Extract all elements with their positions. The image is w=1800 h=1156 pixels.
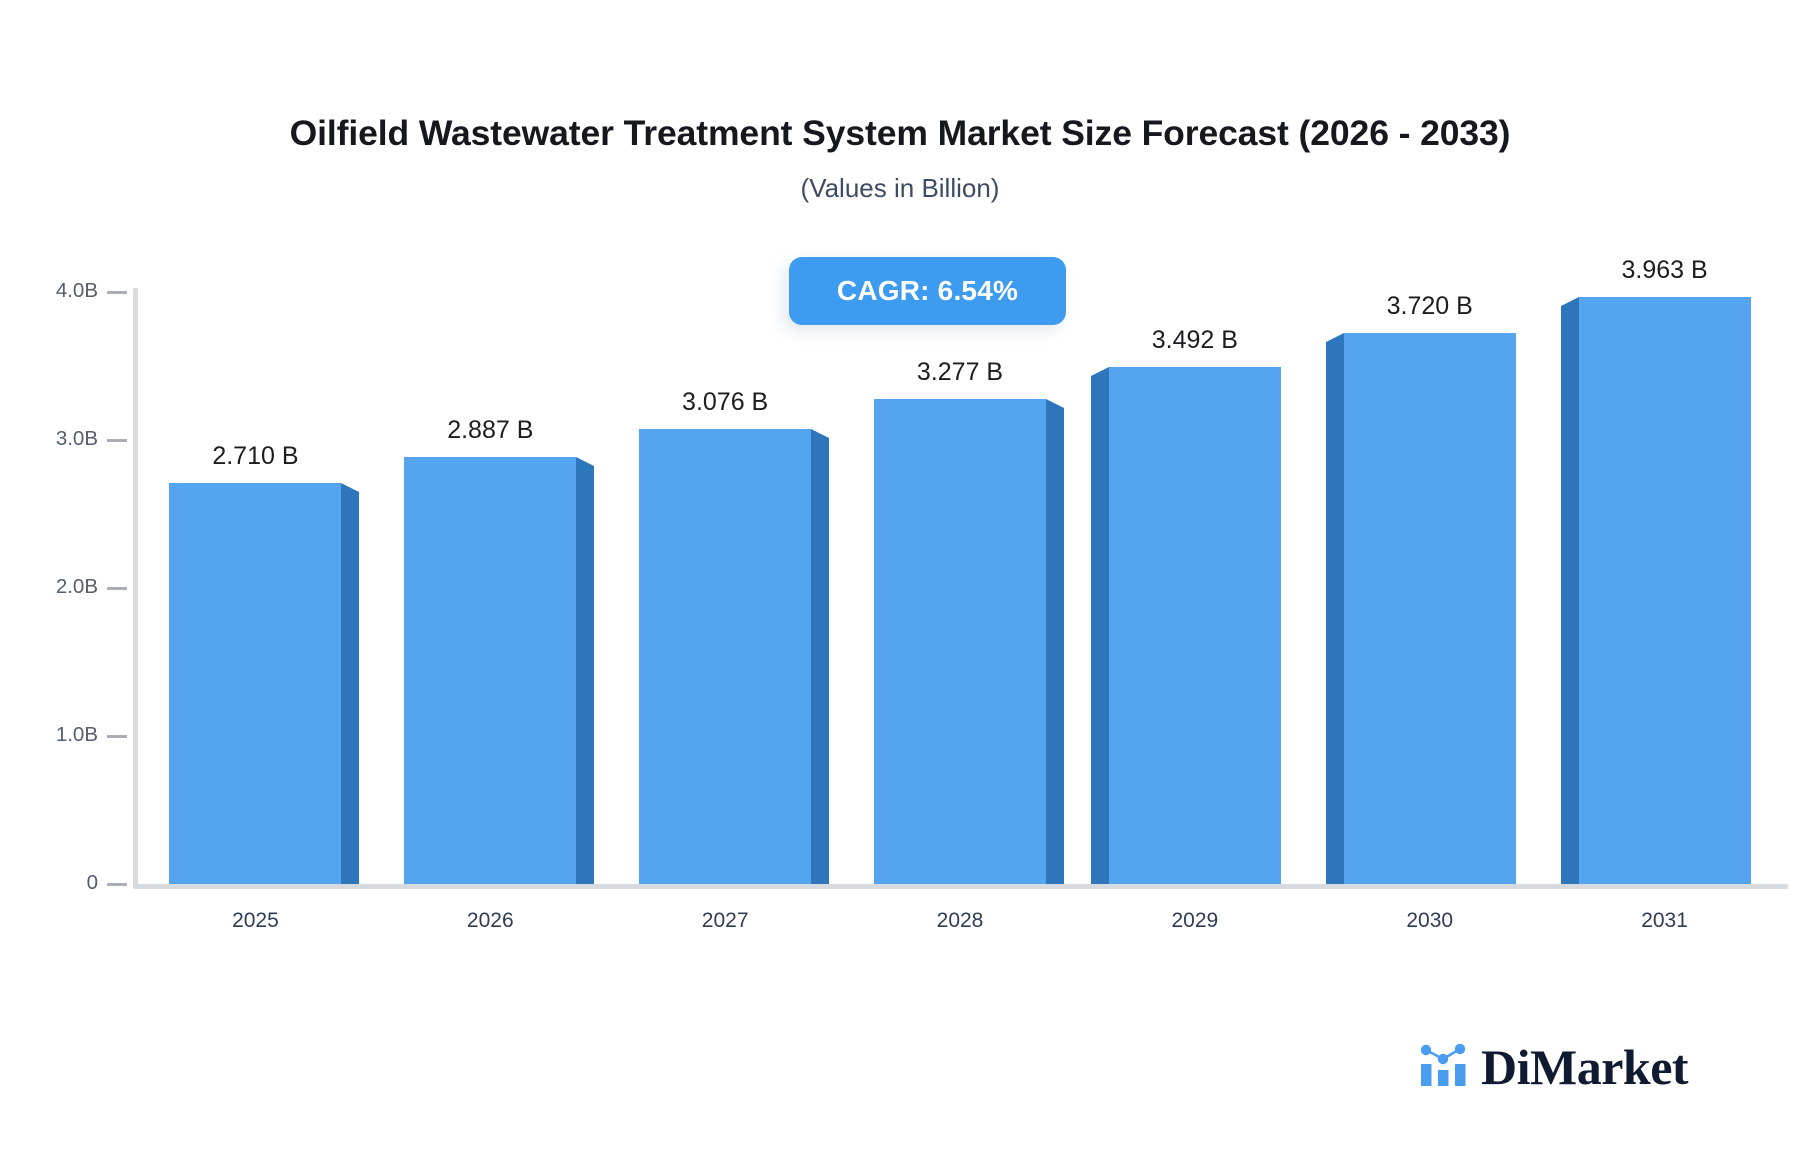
y-axis-label: 4.0B (55, 279, 98, 302)
bar-depth-face (1090, 376, 1109, 884)
y-axis-label: 1.0B (55, 723, 98, 746)
bar-chart-icon (1418, 1040, 1468, 1093)
bar-depth-face (576, 465, 595, 884)
bar[interactable] (1108, 367, 1281, 884)
y-axis-label: 2.0B (55, 575, 98, 598)
bar[interactable] (639, 428, 812, 884)
x-axis-label: 2026 (466, 909, 514, 932)
bar-value-label: 2.887 B (447, 415, 534, 444)
y-axis-tick (107, 883, 127, 886)
x-axis-label: 2030 (1406, 909, 1454, 932)
chart-title: Oilfield Wastewater Treatment System Mar… (289, 113, 1511, 153)
bar-depth-cap (341, 482, 360, 501)
bar[interactable] (1578, 297, 1751, 884)
bar[interactable] (874, 399, 1046, 884)
bar-value-label: 3.076 B (682, 387, 769, 416)
bar-depth-cap (1560, 297, 1579, 316)
y-axis-tick (107, 735, 127, 738)
y-axis-tick (107, 587, 127, 590)
bar-value-label: 3.492 B (1151, 326, 1238, 355)
dimarket-logo: DiMarket (1418, 1038, 1689, 1095)
bar-depth-cap (576, 456, 595, 475)
bar-value-label: 3.963 B (1621, 256, 1708, 285)
bar-value-label: 2.710 B (212, 441, 299, 470)
bar-depth-cap (811, 428, 830, 447)
x-axis-label: 2025 (232, 909, 279, 932)
y-axis-label: 0 (86, 871, 98, 894)
bar-depth-cap (1090, 367, 1109, 386)
bar-depth-cap (1325, 333, 1344, 352)
x-axis-label: 2028 (936, 909, 984, 932)
y-axis-label: 3.0B (55, 427, 98, 450)
y-axis-line (133, 288, 138, 888)
bar-depth-face (1046, 408, 1064, 884)
y-axis-tick (107, 291, 127, 294)
bar-depth-cap (1046, 399, 1064, 417)
bar[interactable] (169, 482, 342, 884)
cagr-badge: CAGR: 6.54% (789, 257, 1066, 325)
x-axis-label: 2027 (701, 909, 749, 932)
bar-value-label: 3.720 B (1386, 292, 1473, 321)
bar-depth-face (1325, 342, 1344, 884)
bar[interactable] (404, 456, 577, 884)
chart-subtitle: (Values in Billion) (800, 173, 1000, 203)
x-axis-label: 2031 (1641, 909, 1688, 932)
bar-depth-face (1560, 306, 1579, 884)
y-axis-tick (107, 439, 127, 442)
bar-depth-face (341, 491, 360, 884)
x-axis-line (133, 884, 1788, 889)
bar[interactable] (1343, 333, 1516, 884)
x-axis-label: 2029 (1171, 909, 1219, 932)
bar-depth-face (811, 437, 830, 884)
logo-text: DiMarket (1481, 1038, 1689, 1095)
bar-value-label: 3.277 B (916, 358, 1004, 386)
